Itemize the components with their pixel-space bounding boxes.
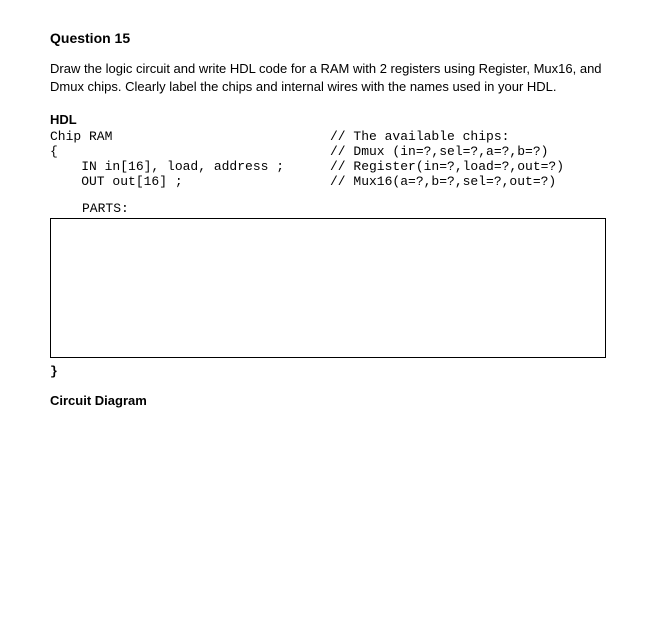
code-comment-mux16: // Mux16(a=?,b=?,sel=?,out=?) <box>330 174 556 189</box>
code-comment-available: // The available chips: <box>330 129 509 144</box>
hdl-header: HDL <box>50 112 606 127</box>
code-row-3: IN in[16], load, address ; // Register(i… <box>50 159 606 174</box>
code-row-4: OUT out[16] ; // Mux16(a=?,b=?,sel=?,out… <box>50 174 606 189</box>
code-row-1: Chip RAM // The available chips: <box>50 129 606 144</box>
code-chip-decl: Chip RAM <box>50 129 330 144</box>
code-row-2: { // Dmux (in=?,sel=?,a=?,b=?) <box>50 144 606 159</box>
parts-label: PARTS: <box>82 201 606 216</box>
circuit-diagram-title: Circuit Diagram <box>50 393 606 408</box>
code-comment-dmux: // Dmux (in=?,sel=?,a=?,b=?) <box>330 144 548 159</box>
code-in-decl: IN in[16], load, address ; <box>50 159 330 174</box>
code-open-brace: { <box>50 144 330 159</box>
code-comment-register: // Register(in=?,load=?,out=?) <box>330 159 564 174</box>
question-instructions: Draw the logic circuit and write HDL cod… <box>50 60 606 96</box>
code-out-decl: OUT out[16] ; <box>50 174 330 189</box>
parts-answer-box[interactable] <box>50 218 606 358</box>
question-title: Question 15 <box>50 30 606 46</box>
code-close-brace: } <box>50 364 606 379</box>
